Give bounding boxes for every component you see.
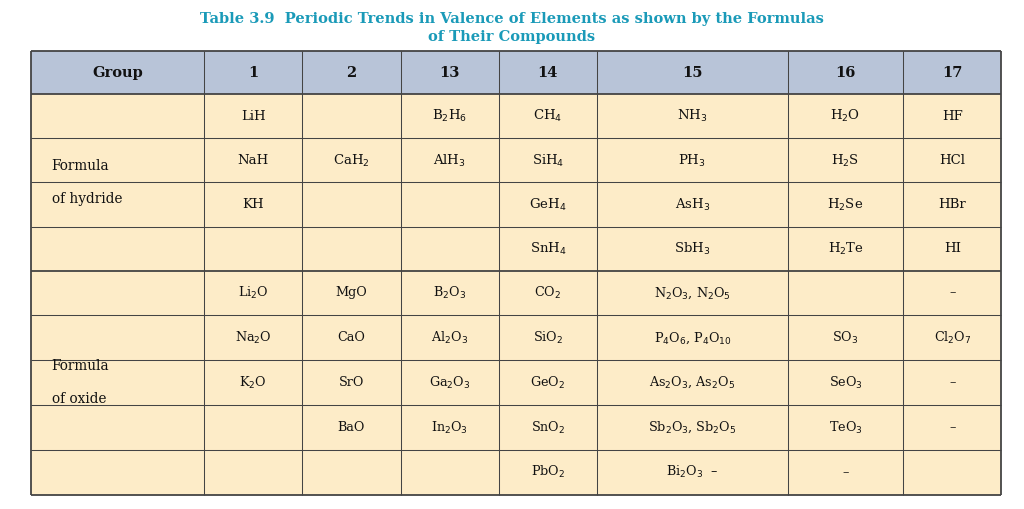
Bar <box>31 227 1001 271</box>
Text: 2: 2 <box>346 66 356 79</box>
Text: N$_2$O$_3$, N$_2$O$_5$: N$_2$O$_3$, N$_2$O$_5$ <box>654 285 731 301</box>
Text: CaH$_2$: CaH$_2$ <box>333 152 370 168</box>
Text: CaO: CaO <box>338 331 366 344</box>
Text: Formula: Formula <box>51 159 110 173</box>
Bar <box>31 182 1001 227</box>
Text: 16: 16 <box>836 66 856 79</box>
Text: SO$_3$: SO$_3$ <box>833 330 858 346</box>
Text: –: – <box>949 376 955 389</box>
Text: Cl$_2$O$_7$: Cl$_2$O$_7$ <box>934 330 971 346</box>
Text: CH$_4$: CH$_4$ <box>534 108 562 125</box>
Text: 1: 1 <box>248 66 258 79</box>
Text: B$_2$H$_6$: B$_2$H$_6$ <box>432 108 467 125</box>
Text: K$_2$O: K$_2$O <box>240 375 267 391</box>
Text: Na$_2$O: Na$_2$O <box>234 330 271 346</box>
Text: MgO: MgO <box>336 287 368 299</box>
Text: Al$_2$O$_3$: Al$_2$O$_3$ <box>431 330 468 346</box>
Text: HI: HI <box>944 242 961 255</box>
Text: HF: HF <box>942 110 963 123</box>
Text: 13: 13 <box>439 66 460 79</box>
Text: Sb$_2$O$_3$, Sb$_2$O$_5$: Sb$_2$O$_3$, Sb$_2$O$_5$ <box>648 420 736 435</box>
Text: TeO$_3$: TeO$_3$ <box>828 419 862 436</box>
Text: Table 3.9  Periodic Trends in Valence of Elements as shown by the Formulas: Table 3.9 Periodic Trends in Valence of … <box>200 12 824 26</box>
Bar <box>31 94 1001 138</box>
Text: H$_2$Se: H$_2$Se <box>827 196 863 213</box>
Text: H$_2$S: H$_2$S <box>831 152 859 168</box>
Bar <box>31 360 1001 405</box>
Text: In$_2$O$_3$: In$_2$O$_3$ <box>431 419 468 436</box>
Text: PH$_3$: PH$_3$ <box>679 152 707 168</box>
Text: PbO$_2$: PbO$_2$ <box>530 464 565 480</box>
Text: –: – <box>949 421 955 434</box>
Text: Ga$_2$O$_3$: Ga$_2$O$_3$ <box>429 375 470 391</box>
Bar <box>31 450 1001 495</box>
Text: GeH$_4$: GeH$_4$ <box>529 196 566 213</box>
Text: B$_2$O$_3$: B$_2$O$_3$ <box>433 285 466 301</box>
Text: H$_2$O: H$_2$O <box>830 108 860 125</box>
Text: SiH$_4$: SiH$_4$ <box>531 152 564 168</box>
Text: KH: KH <box>243 198 264 211</box>
Text: CO$_2$: CO$_2$ <box>535 285 561 301</box>
Text: SeO$_3$: SeO$_3$ <box>828 375 862 391</box>
Text: NaH: NaH <box>238 154 269 167</box>
Text: SrO: SrO <box>339 376 365 389</box>
Text: 15: 15 <box>682 66 702 79</box>
Text: SnO$_2$: SnO$_2$ <box>530 419 565 436</box>
Text: HBr: HBr <box>938 198 967 211</box>
Text: of Their Compounds: of Their Compounds <box>428 30 596 44</box>
Text: GeO$_2$: GeO$_2$ <box>530 375 565 391</box>
Text: P$_4$O$_6$, P$_4$O$_{10}$: P$_4$O$_6$, P$_4$O$_{10}$ <box>653 330 731 346</box>
Text: of hydride: of hydride <box>51 192 122 206</box>
Text: LiH: LiH <box>241 110 265 123</box>
Text: 17: 17 <box>942 66 963 79</box>
Text: Bi$_2$O$_3$  –: Bi$_2$O$_3$ – <box>667 464 719 480</box>
Bar <box>31 138 1001 182</box>
Text: Group: Group <box>92 66 142 79</box>
Text: SiO$_2$: SiO$_2$ <box>532 330 563 346</box>
Text: of oxide: of oxide <box>51 392 106 406</box>
Text: As$_2$O$_3$, As$_2$O$_5$: As$_2$O$_3$, As$_2$O$_5$ <box>649 375 735 390</box>
Text: NH$_3$: NH$_3$ <box>677 108 708 125</box>
Text: –: – <box>843 466 849 479</box>
Text: AlH$_3$: AlH$_3$ <box>433 152 466 168</box>
Text: 14: 14 <box>538 66 558 79</box>
Bar <box>31 51 1001 94</box>
Text: AsH$_3$: AsH$_3$ <box>675 196 710 213</box>
Text: HCl: HCl <box>939 154 966 167</box>
Text: SbH$_3$: SbH$_3$ <box>674 240 711 257</box>
Text: SnH$_4$: SnH$_4$ <box>529 240 566 257</box>
Text: H$_2$Te: H$_2$Te <box>827 240 863 257</box>
Bar <box>31 316 1001 360</box>
Text: BaO: BaO <box>338 421 366 434</box>
Text: Formula: Formula <box>51 359 110 374</box>
Bar <box>31 405 1001 450</box>
Text: Li$_2$O: Li$_2$O <box>238 285 268 301</box>
Bar <box>31 271 1001 316</box>
Text: –: – <box>949 287 955 299</box>
